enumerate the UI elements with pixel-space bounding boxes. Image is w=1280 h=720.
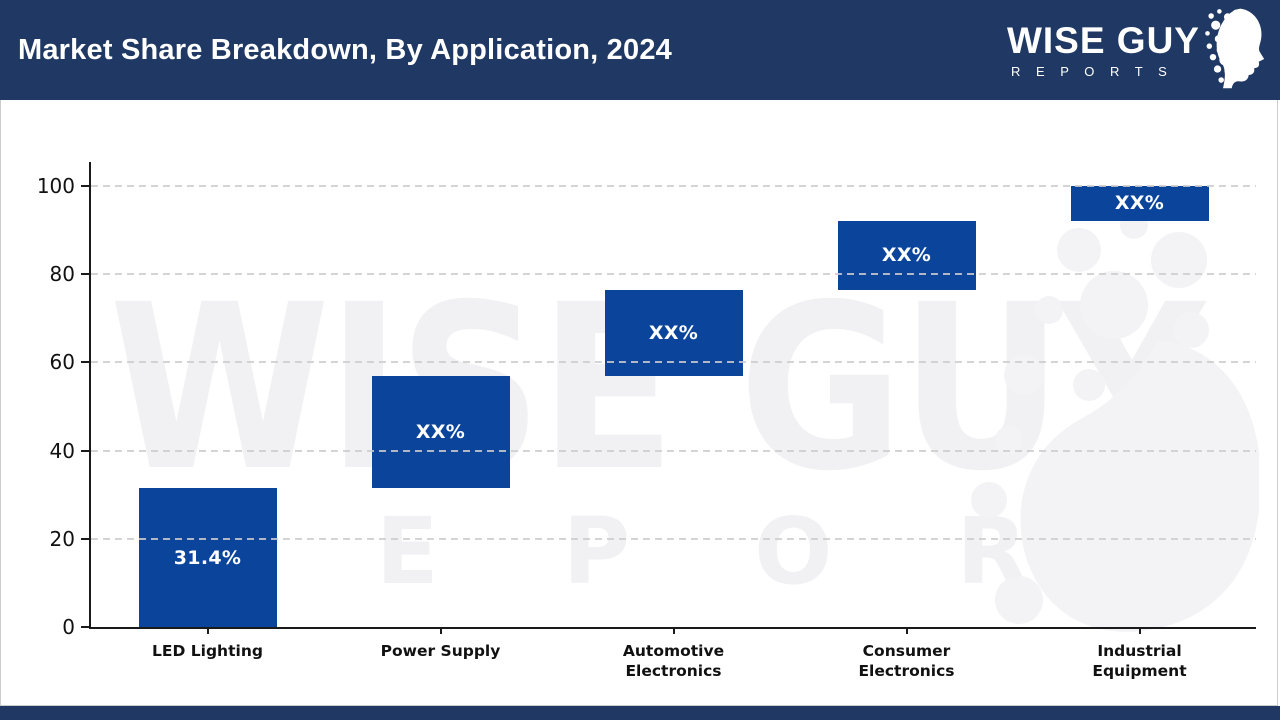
x-axis-category-label: LED Lighting (152, 642, 263, 660)
x-axis-category-label: Consumer Electronics (858, 642, 955, 681)
y-axis-tick-label-60: 60 (49, 350, 75, 375)
x-axis-tick (439, 627, 442, 634)
x-axis-tick (1138, 627, 1141, 634)
bar-value-label: 31.4% (173, 546, 242, 569)
bar-segment: XX% (1070, 185, 1209, 222)
bar-value-label: XX% (415, 421, 466, 444)
bar-value-label: XX% (648, 321, 699, 344)
bar-value-label: XX% (881, 244, 932, 267)
x-axis-tick (672, 627, 675, 634)
y-axis-tick-40 (81, 449, 90, 452)
logo-head-icon (1202, 4, 1266, 96)
y-axis-tick-label-80: 80 (49, 262, 75, 287)
chart-canvas: WISE GUY R E P O R T S 02040608010031.4%… (0, 100, 1278, 706)
gridline-y-40 (91, 449, 1256, 452)
bar-segment: XX% (604, 289, 743, 376)
header-bar: Market Share Breakdown, By Application, … (0, 0, 1280, 100)
y-axis-tick-100 (81, 184, 90, 187)
brand-wordmark: WISE GUY (1006, 19, 1200, 61)
y-axis-tick-label-100: 100 (36, 173, 75, 198)
bar-segment: XX% (371, 375, 510, 489)
y-axis-tick-label-20: 20 (49, 526, 75, 551)
bar-value-label: XX% (1114, 192, 1165, 215)
y-axis-tick-label-0: 0 (62, 615, 75, 639)
brand-logo: WISE GUY R E P O R T S (1007, 4, 1280, 96)
y-axis-tick-0 (81, 626, 90, 628)
watermark-head-icon (929, 180, 1261, 654)
y-axis-tick-60 (81, 361, 90, 364)
page-title: Market Share Breakdown, By Application, … (18, 33, 672, 66)
plot-area: 0 20 40 60 80 100 31.4% LED Lighting XX% Power Su… (37, 162, 1256, 680)
gridline-y-60 (91, 361, 1256, 364)
footer-bar (0, 706, 1280, 720)
brand-logo-text: WISE GUY R E P O R T S (1007, 22, 1200, 79)
bar-segment: XX% (837, 221, 976, 290)
gridline-y-80 (91, 273, 1256, 276)
x-axis-tick (905, 627, 908, 634)
gridline-y-20 (91, 537, 1256, 540)
x-axis-category-label: Automotive Electronics (622, 642, 725, 681)
gridline-y-100 (91, 184, 1256, 187)
x-axis-category-label: Industrial Equipment (1092, 642, 1187, 681)
y-axis-tick-label-40: 40 (49, 438, 75, 463)
x-axis-category-label: Power Supply (380, 642, 501, 660)
y-axis-tick-80 (81, 273, 90, 276)
y-axis-tick-20 (81, 537, 90, 540)
x-axis-tick (206, 627, 209, 634)
brand-subtext: R E P O R T S (1010, 63, 1173, 79)
bar-segment: 31.4% (138, 488, 277, 627)
